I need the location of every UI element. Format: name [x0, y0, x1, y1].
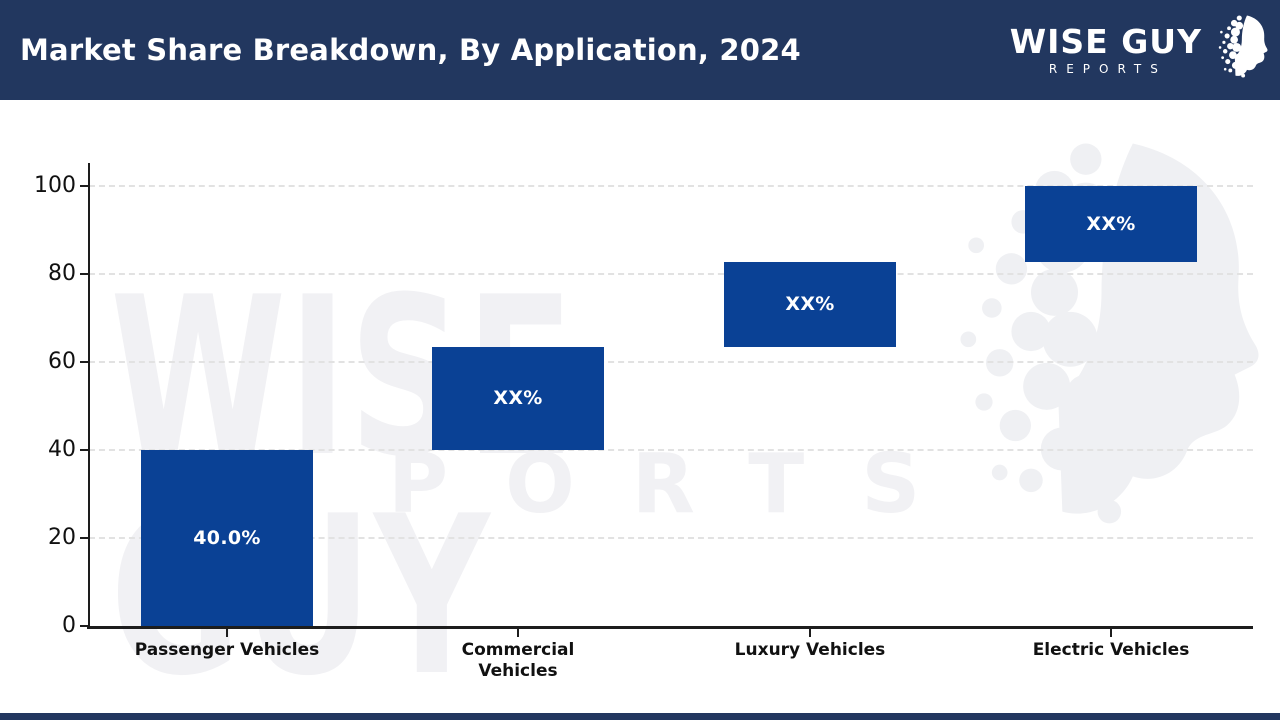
x-axis-label: Commercial Vehicles [461, 640, 575, 682]
gridline [89, 273, 1253, 275]
x-tick-mark [226, 629, 228, 637]
waterfall-chart: 0 20 40 60 80 100 40.0% Passenger Vehicles XX% Co… [0, 100, 1280, 713]
y-tick-label: 100 [34, 173, 76, 198]
x-axis-label: Electric Vehicles [1032, 640, 1190, 660]
bar-value-label: 40.0% [193, 527, 261, 549]
brand-logo-text: WISE GUY REPORTS [1010, 25, 1202, 75]
x-tick-mark [517, 629, 519, 637]
y-tick-mark [80, 273, 89, 275]
bar-value-label: XX% [785, 293, 835, 316]
gridline [89, 361, 1253, 363]
y-tick-mark [80, 361, 89, 363]
y-tick-mark [80, 537, 89, 539]
gridline [89, 537, 1253, 539]
y-axis-line [88, 163, 90, 629]
dotted-head-icon [1206, 7, 1270, 93]
bar-passenger-vehicles: 40.0% [141, 450, 313, 626]
brand-logo: WISE GUY REPORTS [1010, 0, 1270, 100]
bar-value-label: XX% [1086, 213, 1136, 236]
bar-electric-vehicles: XX% [1025, 186, 1197, 263]
y-tick-label: 20 [48, 525, 76, 550]
x-axis-label: Passenger Vehicles [134, 640, 320, 660]
footer-bar [0, 713, 1280, 720]
y-tick-mark [80, 625, 89, 627]
header-bar: Market Share Breakdown, By Application, … [0, 0, 1280, 100]
y-tick-mark [80, 449, 89, 451]
x-tick-mark [1110, 629, 1112, 637]
gridline [89, 449, 1253, 451]
gridline [89, 185, 1253, 187]
bar-luxury-vehicles: XX% [724, 262, 896, 347]
y-tick-label: 80 [48, 261, 76, 286]
page-title: Market Share Breakdown, By Application, … [20, 33, 801, 67]
y-tick-label: 0 [62, 613, 76, 638]
y-tick-label: 40 [48, 437, 76, 462]
brand-name: WISE GUY [1009, 22, 1202, 61]
x-axis-line [87, 626, 1253, 629]
bar-value-label: XX% [493, 387, 543, 410]
bar-commercial-vehicles: XX% [432, 346, 604, 450]
brand-subname: REPORTS [1048, 62, 1167, 76]
x-tick-mark [809, 629, 811, 637]
y-tick-mark [80, 185, 89, 187]
x-axis-label: Luxury Vehicles [734, 640, 886, 660]
y-tick-label: 60 [48, 349, 76, 374]
